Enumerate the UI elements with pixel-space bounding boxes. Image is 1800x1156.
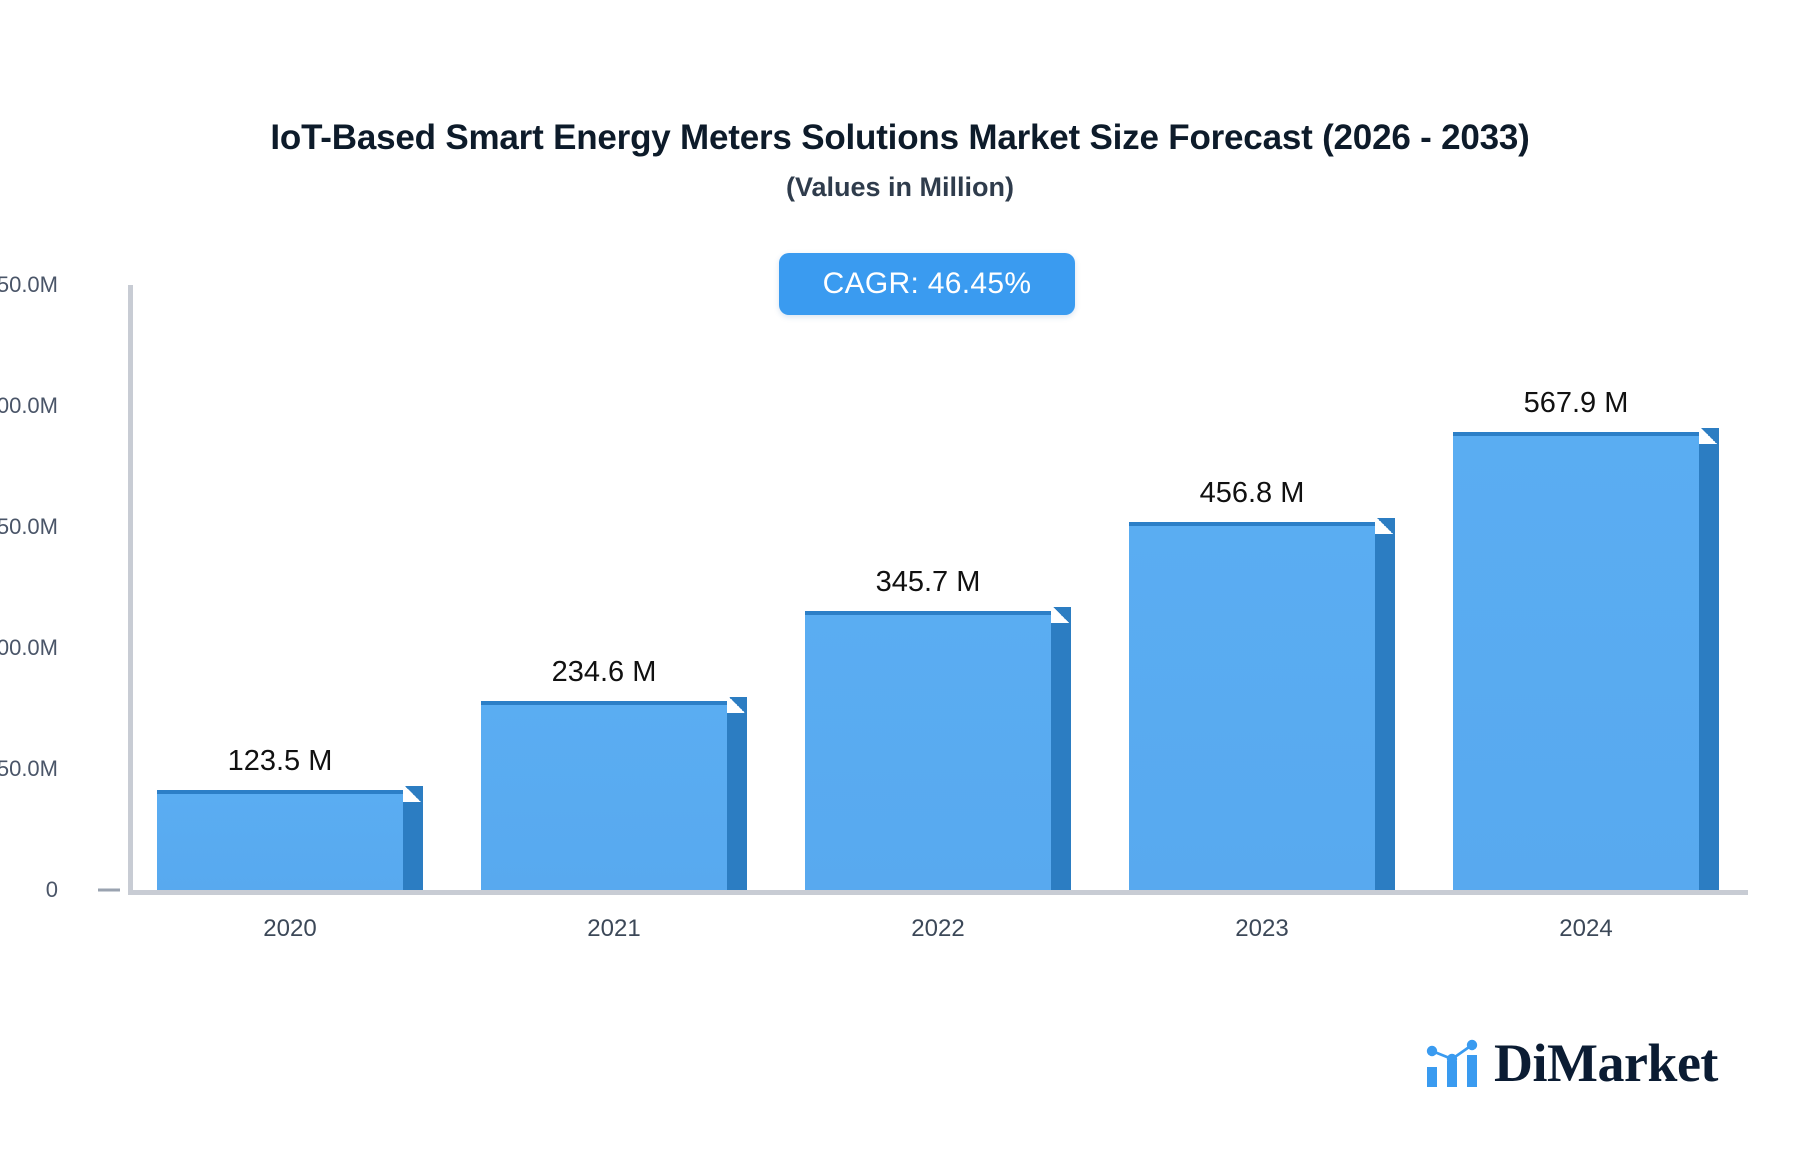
cagr-badge-label: CAGR: 46.45% [822, 267, 1032, 300]
bar-top-bevel [1699, 427, 1719, 444]
logo-text: DiMarket [1494, 1033, 1718, 1093]
bar-side-face [403, 802, 423, 890]
bar-front-face [1453, 431, 1699, 890]
y-axis-line [128, 285, 133, 890]
bar-2021: 234.6 M [481, 656, 747, 890]
bar-side-face [727, 712, 747, 890]
bar-2020: 123.5 M [157, 745, 423, 890]
y-axis-tick-label: 0 [45, 877, 58, 902]
x-axis-label-2020: 2020 [263, 915, 317, 942]
bar-top-bevel [1375, 517, 1395, 534]
x-axis-label-2022: 2022 [911, 915, 965, 942]
bar-value-label: 123.5 M [227, 745, 333, 778]
bar-value-label: 456.8 M [1199, 476, 1305, 509]
bar-value-label: 234.6 M [551, 655, 657, 688]
bar-top-bevel [727, 696, 747, 713]
x-axis-label-2021: 2021 [587, 915, 641, 942]
chart-subtitle: (Values in Million) [785, 172, 1015, 202]
bar-value-label: 345.7 M [875, 566, 981, 599]
x-axis-line [128, 890, 1748, 895]
bar-chart-icon [1426, 1039, 1478, 1087]
y-axis-tick-label: 300.0M [0, 635, 58, 660]
bar-front-face [157, 790, 403, 890]
bar-2023: 456.8 M [1129, 477, 1395, 890]
cagr-badge: CAGR: 46.45% [779, 253, 1075, 315]
y-axis-tick-label: 750.0M [0, 272, 58, 297]
bar-2022: 345.7 M [805, 566, 1071, 890]
bar-front-face [481, 700, 727, 890]
plot-area: 0 150.0M 300.0M 450.0M 600.0M 750.0M 123.5 M 2… [0, 272, 1748, 902]
x-axis-label-2023: 2023 [1235, 915, 1289, 942]
bar-top-bevel [403, 786, 423, 803]
bar-value-label: 567.9 M [1523, 386, 1629, 419]
bar-side-face [1699, 443, 1719, 890]
y-axis-tick-mark [98, 888, 120, 892]
y-axis-tick-label: 150.0M [0, 756, 58, 781]
brand-logo: DiMarket [1424, 1036, 1718, 1090]
page-title: IoT-Based Smart Energy Meters Solutions … [270, 118, 1530, 157]
bar-top-bevel [1051, 607, 1071, 624]
bar-front-face [805, 611, 1051, 890]
bar-2024: 567.9 M [1453, 387, 1719, 890]
y-axis-tick-label: 600.0M [0, 393, 58, 418]
y-axis-tick-label: 450.0M [0, 514, 58, 539]
bar-front-face [1129, 521, 1375, 890]
x-axis-label-2024: 2024 [1559, 915, 1613, 942]
bar-side-face [1375, 533, 1395, 890]
bar-side-face [1051, 623, 1071, 890]
